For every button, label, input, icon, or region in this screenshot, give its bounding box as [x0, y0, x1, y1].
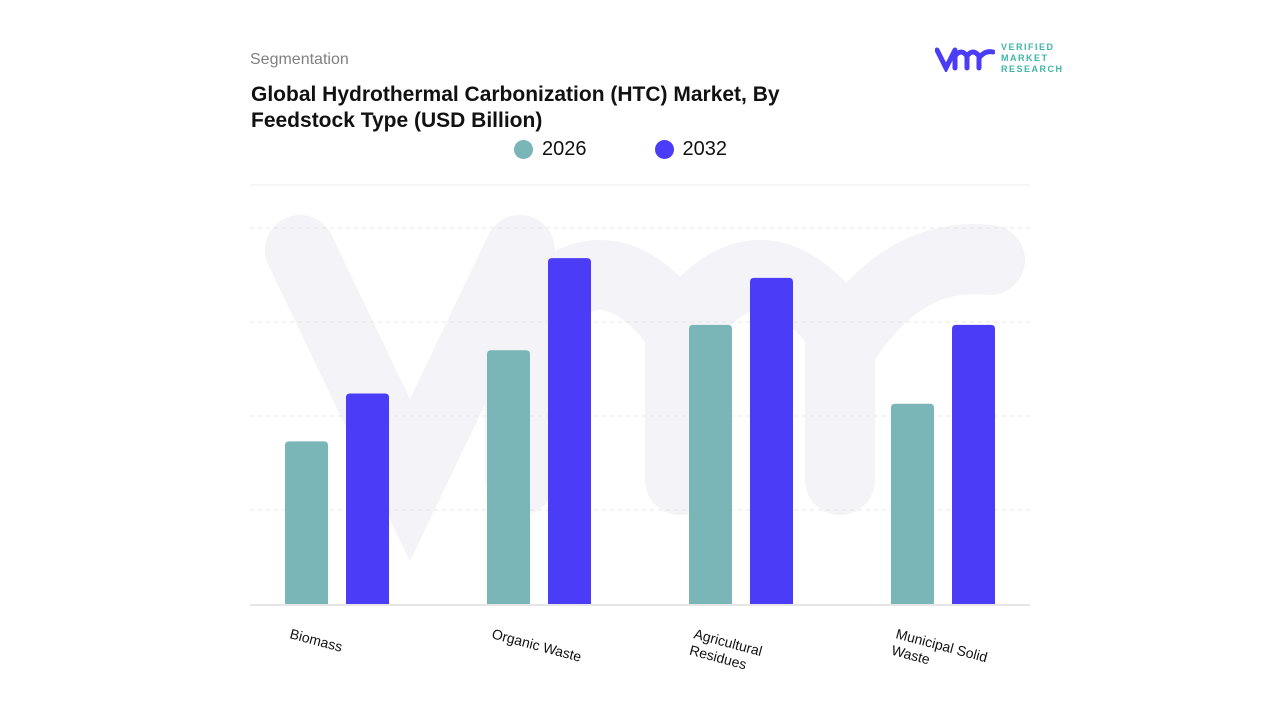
x-tick-label: Organic Waste — [490, 625, 583, 664]
x-tick-label: Biomass — [288, 625, 344, 654]
logo-line-3: RESEARCH — [1001, 64, 1064, 74]
legend: 2026 2032 — [514, 138, 727, 160]
section-label: Segmentation — [250, 51, 349, 68]
legend-swatch-2026 — [514, 139, 533, 159]
watermark — [265, 215, 1025, 562]
bar-2032-biomass — [346, 393, 389, 604]
legend-label: 2032 — [682, 138, 728, 160]
legend-item-2026: 2026 — [514, 138, 587, 160]
bar-2032-agricultural-residues — [750, 277, 793, 604]
vmr-logo-mark-icon — [935, 47, 995, 72]
vmr-logo: VERIFIED MARKET RESEARCH — [935, 42, 1064, 75]
title-line-1: Global Hydrothermal Carbonization (HTC) … — [251, 83, 780, 106]
logo-line-2: MARKET — [1001, 53, 1049, 63]
bar-2032-municipal-solid-waste — [952, 324, 995, 604]
title-line-2: Feedstock Type (USD Billion) — [251, 109, 543, 132]
bar-2026-municipal-solid-waste — [891, 403, 934, 604]
chart-title: Global Hydrothermal Carbonization (HTC) … — [251, 82, 871, 134]
bar-2026-organic-waste — [487, 350, 530, 604]
legend-label: 2026 — [542, 138, 587, 160]
bar-2026-biomass — [285, 441, 328, 604]
legend-swatch-2032 — [654, 139, 674, 159]
logo-line-1: VERIFIED — [1001, 42, 1055, 52]
legend-item-2032: 2032 — [654, 138, 728, 160]
x-tick-label: AgriculturalResidues — [688, 625, 764, 675]
bar-2032-organic-waste — [548, 258, 591, 604]
bar-2026-agricultural-residues — [689, 324, 732, 604]
x-tick-label: Municipal SolidWaste — [890, 625, 990, 681]
